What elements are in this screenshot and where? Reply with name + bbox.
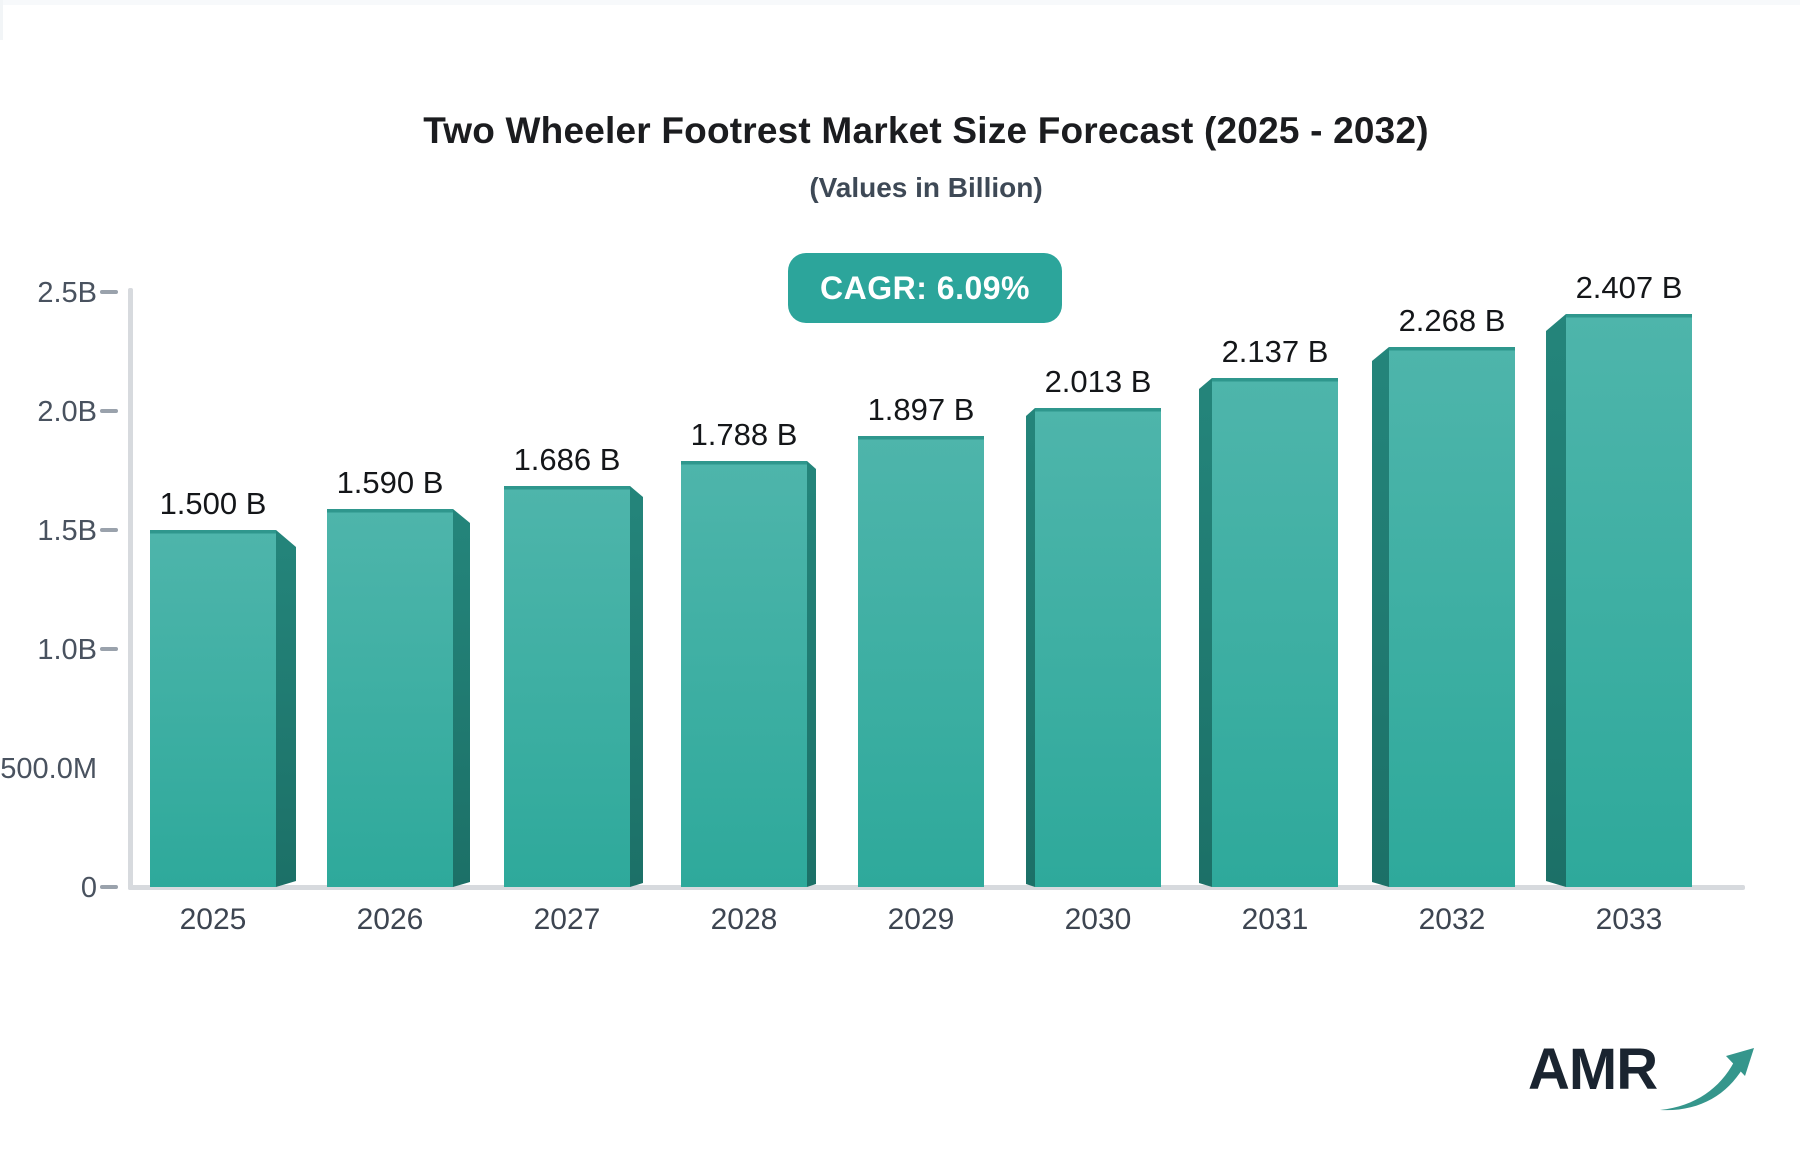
- bar-top-edge: [1566, 314, 1692, 318]
- bar-side: [1199, 378, 1212, 887]
- bar-side: [1372, 347, 1389, 887]
- bar-value-label: 2.013 B: [1045, 364, 1152, 399]
- page-edge-strip-left: [0, 0, 3, 40]
- y-tick-dash: [100, 290, 118, 294]
- cagr-badge: CAGR: 6.09%: [788, 253, 1062, 323]
- bar-value-label: 1.590 B: [337, 465, 444, 500]
- x-tick-label: 2028: [711, 903, 778, 936]
- bar-value-label: 2.407 B: [1576, 270, 1683, 305]
- bar-top-edge: [150, 530, 276, 534]
- x-tick-label: 2025: [180, 903, 247, 936]
- x-tick-label: 2027: [534, 903, 601, 936]
- y-tick-label: 0: [81, 872, 97, 904]
- bar-top-edge: [858, 436, 984, 440]
- x-tick-label: 2029: [888, 903, 955, 936]
- y-tick-label: 2.5B: [37, 277, 97, 309]
- y-tick-label: 1.0B: [37, 634, 97, 666]
- bar-value-label: 1.500 B: [160, 486, 267, 521]
- bar-value-label: 1.686 B: [514, 442, 621, 477]
- bar-top-edge: [1035, 408, 1161, 412]
- bar-value-label: 1.788 B: [691, 417, 798, 452]
- chart-subtitle: (Values in Billion): [809, 172, 1043, 203]
- amr-logo: AMR: [1528, 1028, 1754, 1118]
- bar-side: [807, 461, 816, 887]
- y-tick-dash: [100, 409, 118, 413]
- amr-logo-text: AMR: [1528, 1037, 1658, 1102]
- bar-face: [1212, 378, 1338, 887]
- bar-side: [276, 530, 296, 887]
- bar-face: [1389, 347, 1515, 887]
- y-tick-dash: [100, 647, 118, 651]
- cagr-badge-label: CAGR: 6.09%: [820, 269, 1030, 306]
- x-tick-label: 2030: [1065, 903, 1132, 936]
- y-tick-label: 500.0M: [0, 753, 97, 785]
- bar-top-edge: [1389, 347, 1515, 351]
- x-tick-label: 2026: [357, 903, 424, 936]
- bar-face: [681, 461, 807, 887]
- bar-face: [858, 436, 984, 887]
- bar-top-edge: [681, 461, 807, 465]
- bar-value-label: 1.897 B: [868, 392, 975, 427]
- y-axis-line: [128, 288, 133, 890]
- x-tick-label: 2032: [1419, 903, 1486, 936]
- bar-face: [327, 509, 453, 887]
- bar-side: [630, 486, 643, 887]
- x-tick-label: 2033: [1596, 903, 1663, 936]
- bar-top-edge: [1212, 378, 1338, 382]
- chart-title: Two Wheeler Footrest Market Size Forecas…: [423, 110, 1429, 151]
- page-edge-strip: [0, 0, 1800, 5]
- bar-side: [1546, 314, 1566, 887]
- growth-arrow-icon: [1660, 1048, 1754, 1111]
- x-tick-label: 2031: [1242, 903, 1309, 936]
- bar-value-label: 2.268 B: [1399, 303, 1506, 338]
- bar-value-label: 2.137 B: [1222, 334, 1329, 369]
- bar-top-edge: [504, 486, 630, 490]
- bar-face: [1566, 314, 1692, 887]
- y-tick-dash: [100, 885, 118, 889]
- y-tick-label: 2.0B: [37, 396, 97, 428]
- bar-face: [504, 486, 630, 887]
- bar-face: [1035, 408, 1161, 887]
- bar-face: [150, 530, 276, 887]
- y-tick-label: 1.5B: [37, 515, 97, 547]
- bar-top-edge: [327, 509, 453, 513]
- y-tick-dash: [100, 528, 118, 532]
- bar-side: [1026, 408, 1035, 887]
- bar-side: [453, 509, 470, 887]
